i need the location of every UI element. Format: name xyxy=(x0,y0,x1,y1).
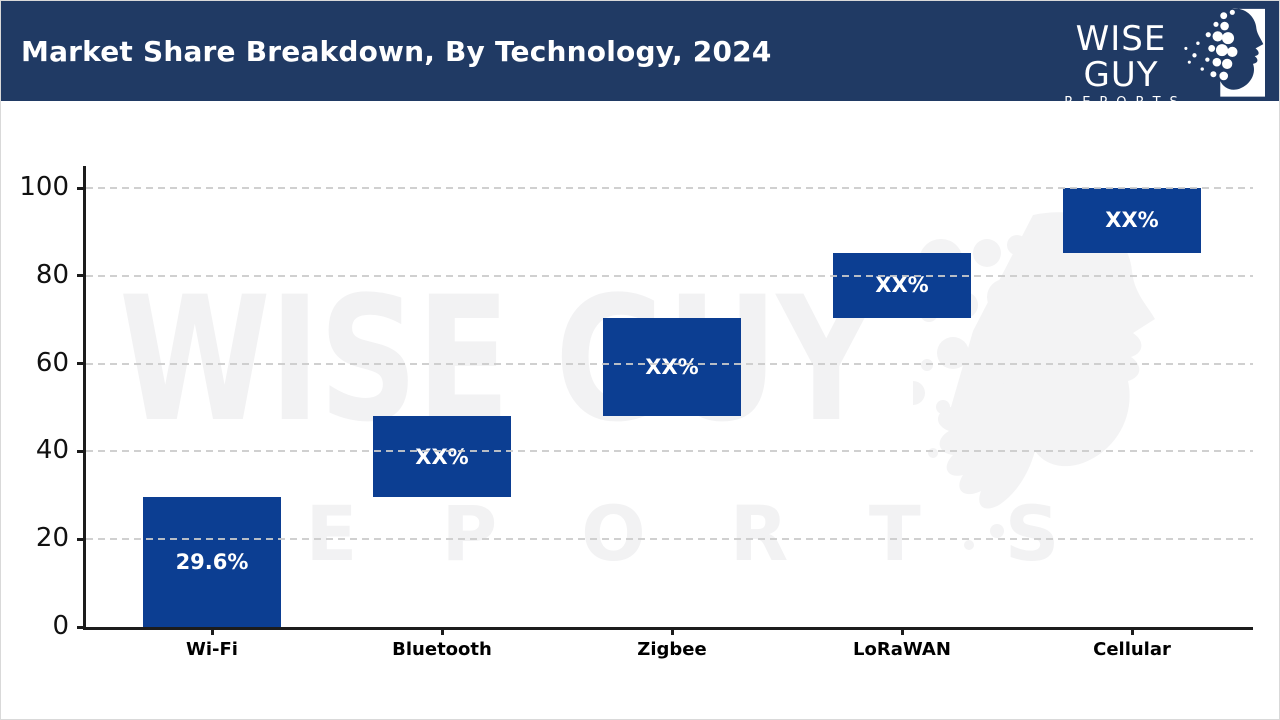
y-axis-tick xyxy=(77,362,86,366)
gridline xyxy=(86,362,1253,365)
gridline xyxy=(86,450,1253,453)
bar-wi-fi: 29.6% xyxy=(143,497,281,627)
y-tick-label: 80 xyxy=(35,259,69,290)
y-tick-label: 60 xyxy=(35,347,69,378)
x-axis-line xyxy=(83,627,1253,630)
x-axis-tick xyxy=(1130,627,1134,635)
y-axis-tick xyxy=(77,274,86,278)
y-axis-tick xyxy=(77,186,86,190)
y-tick-label: 20 xyxy=(35,523,69,554)
logo-text: WISE GUY REPORTS xyxy=(1035,21,1207,110)
bar-lorawan: XX% xyxy=(833,252,971,318)
chart-title: Market Share Breakdown, By Technology, 2… xyxy=(21,34,772,68)
bar-value-label: XX% xyxy=(1105,208,1159,233)
wiseguy-head-icon xyxy=(1184,8,1265,97)
bar-value-label: 29.6% xyxy=(175,550,249,575)
x-tick-label-bluetooth: Bluetooth xyxy=(392,639,492,660)
y-tick-label: 100 xyxy=(19,172,69,202)
watermark-reports-text: REPORTS xyxy=(163,489,1144,578)
x-axis-tick xyxy=(210,627,214,635)
x-axis-tick xyxy=(440,627,444,635)
wiseguy-logo: WISE GUY REPORTS xyxy=(1035,5,1265,110)
y-tick-label: 0 xyxy=(52,611,69,641)
x-tick-label-lorawan: LoRaWAN xyxy=(853,639,951,660)
gridline xyxy=(86,274,1253,277)
y-axis-tick xyxy=(77,625,86,629)
bar-value-label: XX% xyxy=(415,444,469,469)
x-tick-label-cellular: Cellular xyxy=(1093,639,1171,660)
bar-cellular: XX% xyxy=(1063,188,1201,253)
logo-reports-text: REPORTS xyxy=(1064,95,1187,110)
y-axis-tick xyxy=(77,449,86,453)
x-axis-tick xyxy=(670,627,674,635)
logo-wiseguy-text: WISE GUY xyxy=(1075,19,1167,95)
bar-value-label: XX% xyxy=(645,355,699,380)
y-axis-line xyxy=(83,166,86,630)
y-axis-tick xyxy=(77,537,86,541)
x-axis-tick xyxy=(900,627,904,635)
y-tick-label: 40 xyxy=(35,435,69,466)
x-tick-label-zigbee: Zigbee xyxy=(637,639,707,660)
gridline xyxy=(86,538,1253,541)
bar-bluetooth: XX% xyxy=(373,416,511,498)
gridline xyxy=(86,187,1253,189)
bar-zigbee: XX% xyxy=(603,317,741,417)
x-tick-label-wi-fi: Wi-Fi xyxy=(186,639,238,660)
bar-value-label: XX% xyxy=(875,273,929,298)
header-bar: Market Share Breakdown, By Technology, 2… xyxy=(1,1,1279,110)
